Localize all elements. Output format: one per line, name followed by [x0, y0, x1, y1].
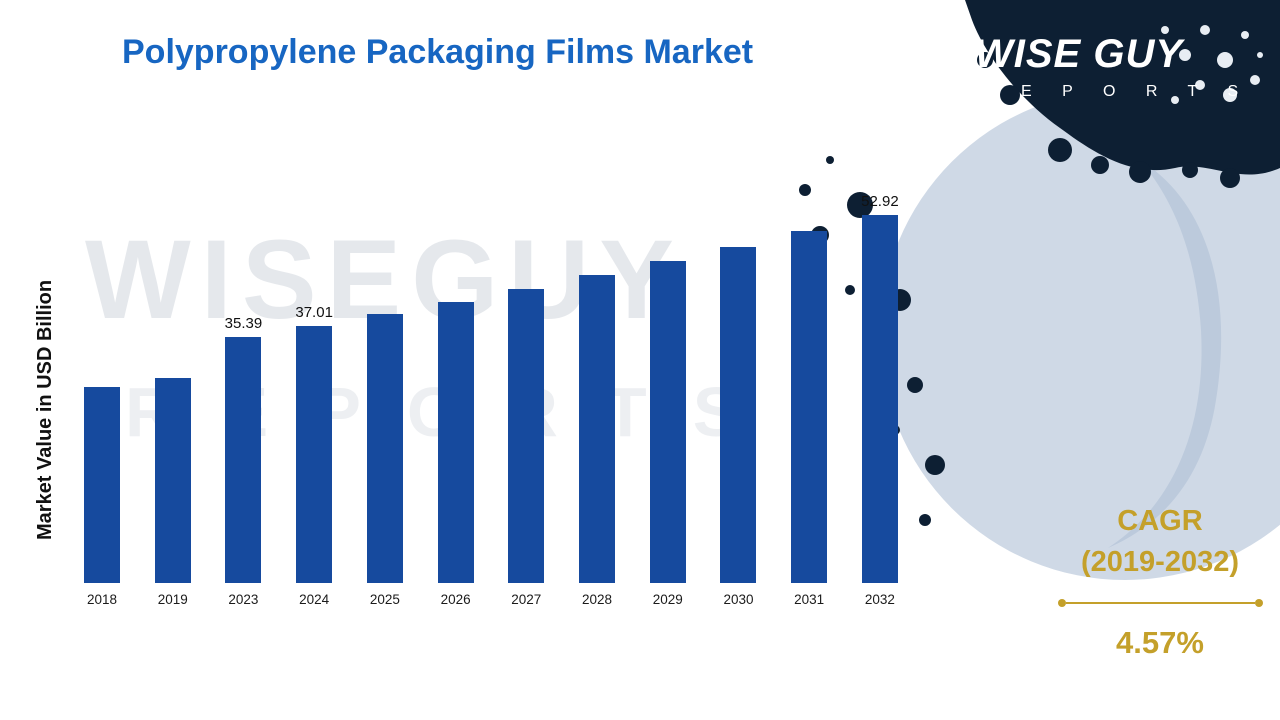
bar-2023 — [225, 337, 262, 583]
bar-stack-2023: 35.39 — [224, 175, 263, 583]
bar-column-2024: 37.01 2024 — [294, 175, 334, 607]
cagr-block: CAGR (2019-2032) 4.57% — [1040, 505, 1280, 661]
bar-column-2025: 2025 — [365, 175, 405, 607]
bar-value-label-2023: 35.39 — [224, 315, 263, 332]
bar-2030 — [720, 247, 757, 583]
bar-2019 — [154, 378, 191, 583]
page-title: Polypropylene Packaging Films Market — [122, 33, 754, 71]
logo-subtitle: R E P O R T S — [979, 83, 1252, 100]
x-tick-2024: 2024 — [299, 592, 330, 607]
x-tick-2018: 2018 — [86, 592, 118, 607]
divider-dot-left — [1057, 599, 1066, 607]
cagr-range: (2019-2032) — [1081, 546, 1239, 578]
x-tick-2019: 2019 — [157, 592, 188, 607]
bar-2028 — [579, 275, 616, 583]
bar-column-2027: 2027 — [506, 175, 546, 607]
bar-2018 — [84, 387, 120, 583]
logo-wordmark: WISE GUY — [975, 32, 1184, 76]
navy-edge-dots — [977, 52, 1240, 188]
x-tick-2025: 2025 — [369, 592, 400, 607]
bar-column-2032: 52.92 2032 — [860, 175, 900, 607]
bar-2025 — [366, 314, 403, 583]
x-tick-2029: 2029 — [652, 592, 683, 607]
bar-column-2019: 2019 — [153, 175, 193, 607]
cagr-value: 4.57% — [1116, 625, 1204, 660]
divider-line — [1065, 602, 1255, 604]
bar-column-2030: 2030 — [718, 175, 758, 607]
bar-stack-2025 — [366, 175, 403, 583]
face-shading — [1108, 160, 1222, 548]
bar-stack-2030 — [720, 175, 757, 583]
bar-value-label-2032: 52.92 — [861, 193, 899, 210]
bar-stack-2032: 52.92 — [861, 175, 899, 583]
bar-2031 — [791, 231, 828, 583]
logo: WISE GUY R E P O R T S — [975, 32, 1252, 101]
bar-2024 — [296, 326, 333, 583]
x-tick-2030: 2030 — [723, 592, 754, 607]
bar-2032 — [861, 215, 898, 583]
x-tick-2031: 2031 — [794, 592, 825, 607]
navy-corner — [956, 0, 1280, 175]
bar-2029 — [649, 261, 686, 583]
x-tick-2023: 2023 — [228, 592, 259, 607]
cagr-label: CAGR — [1117, 505, 1203, 537]
bar-stack-2028 — [579, 175, 616, 583]
x-tick-2027: 2027 — [511, 592, 542, 607]
divider-dot-right — [1254, 599, 1263, 607]
bar-column-2023: 35.39 2023 — [223, 175, 263, 607]
bar-value-label-2024: 37.01 — [295, 304, 333, 321]
bar-column-2026: 2026 — [436, 175, 476, 607]
bar-chart: 2018 2019 35.39 2023 37.01 2024 2025 2026 2027 20… — [82, 175, 900, 607]
bar-column-2028: 2028 — [577, 175, 617, 607]
bar-stack-2024: 37.01 — [295, 175, 333, 583]
x-tick-2026: 2026 — [440, 592, 471, 607]
bar-column-2018: 2018 — [82, 175, 122, 607]
bar-stack-2029 — [649, 175, 686, 583]
bar-column-2029: 2029 — [648, 175, 688, 607]
x-tick-2028: 2028 — [582, 592, 613, 607]
bar-column-2031: 2031 — [789, 175, 829, 607]
bar-stack-2019 — [154, 175, 191, 583]
decorative-head-graphic — [799, 0, 1280, 580]
y-axis-label: Market Value in USD Billion — [34, 279, 56, 541]
cagr-divider — [1057, 599, 1263, 607]
bar-2027 — [508, 289, 545, 583]
bar-stack-2031 — [791, 175, 828, 583]
bar-2026 — [437, 302, 474, 583]
logo-dot-face — [1161, 25, 1263, 104]
bar-stack-2018 — [84, 175, 120, 583]
bar-stack-2027 — [508, 175, 545, 583]
x-tick-2032: 2032 — [864, 592, 895, 607]
bar-stack-2026 — [437, 175, 474, 583]
